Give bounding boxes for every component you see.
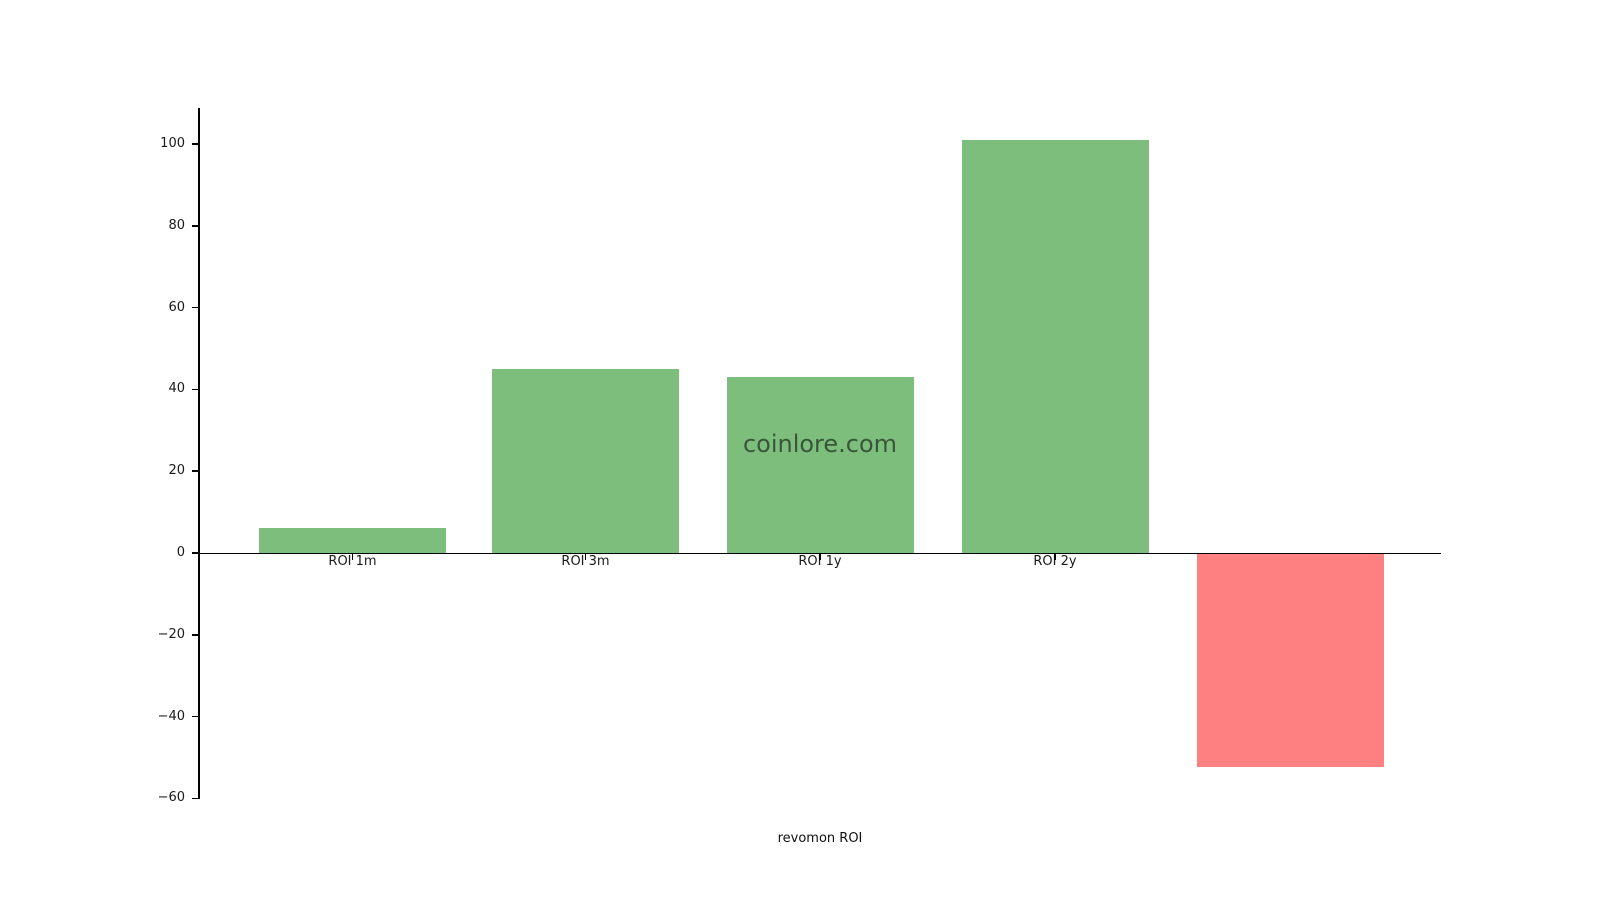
x-tick-label-4: ROI 2y [1033, 554, 1077, 569]
y-tick-label-40: 40 [168, 381, 185, 397]
y-tick-mark-−20 [192, 634, 199, 636]
x-tick-mark-3 [819, 554, 821, 560]
watermark-text: coinlore.com [742, 430, 898, 458]
y-tick-mark-20 [192, 470, 199, 472]
y-tick-mark-0 [192, 552, 199, 554]
bar-roi-1m [259, 528, 446, 553]
bar-roi-3m [492, 369, 679, 553]
y-tick-mark-100 [192, 143, 199, 145]
y-tick-label-0: 0 [176, 545, 185, 560]
y-tick-mark-−40 [192, 715, 199, 718]
y-tick-label-−60: −60 [157, 790, 185, 806]
chart-title: revomon ROI [777, 831, 863, 846]
y-tick-label-20: 20 [168, 463, 185, 479]
y-tick-label-60: 60 [168, 299, 185, 315]
y-tick-mark-80 [192, 225, 199, 227]
y-tick-label-80: 80 [168, 217, 185, 233]
x-tick-mark-4 [1054, 554, 1056, 560]
y-tick-mark-−60 [192, 797, 199, 800]
bar-roi-2y [961, 140, 1149, 553]
x-tick-label-3: ROI 1y [798, 554, 842, 569]
y-tick-mark-40 [192, 388, 199, 391]
x-axis-line [198, 552, 1441, 554]
y-tick-label-−20: −20 [157, 626, 185, 642]
y-tick-label-−40: −40 [157, 708, 185, 724]
x-tick-mark-2 [584, 554, 587, 560]
bar-index-4 [1196, 554, 1384, 767]
bar-roi-1y [726, 377, 914, 553]
y-axis-spine [198, 108, 200, 799]
y-tick-mark-60 [192, 306, 199, 309]
x-tick-label-1: ROI 1m [328, 554, 377, 569]
y-tick-label-100: 100 [160, 136, 185, 152]
x-tick-label-2: ROI 3m [561, 554, 610, 569]
x-tick-mark-1 [351, 554, 354, 560]
